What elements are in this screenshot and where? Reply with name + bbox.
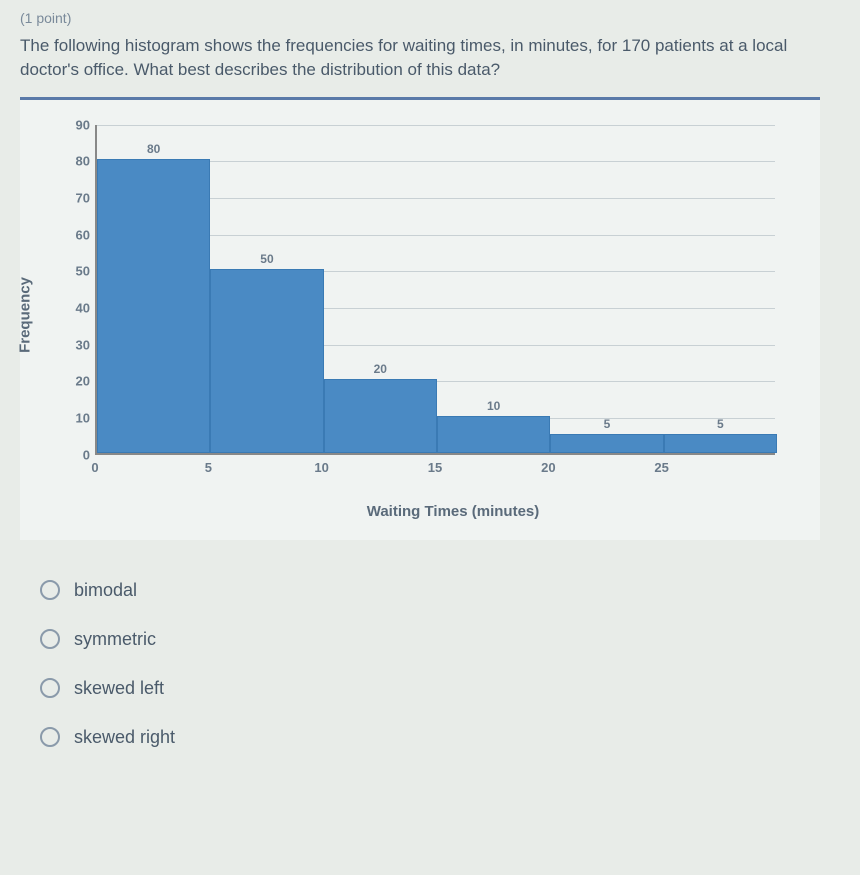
x-tick-label: 25 (654, 460, 668, 475)
option-bimodal[interactable]: bimodal (40, 580, 840, 601)
radio-icon (40, 629, 60, 649)
x-axis-label: Waiting Times (minutes) (367, 503, 540, 520)
y-tick-label: 90 (65, 117, 90, 132)
histogram-bar: 80 (97, 159, 210, 452)
y-tick-label: 50 (65, 264, 90, 279)
y-tick-label: 30 (65, 337, 90, 352)
x-tick-label: 15 (428, 460, 442, 475)
plot-area: 8050201055 (95, 125, 775, 455)
bar-value-label: 10 (487, 399, 500, 413)
histogram-bar: 50 (210, 269, 323, 452)
histogram-chart: Frequency 8050201055 0102030405060708090… (20, 97, 820, 540)
y-tick-label: 70 (65, 190, 90, 205)
option-skewed-right[interactable]: skewed right (40, 727, 840, 748)
radio-icon (40, 580, 60, 600)
radio-icon (40, 727, 60, 747)
y-tick-label: 40 (65, 300, 90, 315)
y-tick-label: 20 (65, 374, 90, 389)
bar-value-label: 80 (147, 142, 160, 156)
radio-icon (40, 678, 60, 698)
bar-value-label: 20 (374, 362, 387, 376)
option-label: skewed right (74, 727, 175, 748)
option-symmetric[interactable]: symmetric (40, 629, 840, 650)
histogram-bar: 5 (664, 434, 777, 452)
bar-value-label: 5 (604, 417, 611, 431)
answer-options: bimodal symmetric skewed left skewed rig… (20, 580, 840, 748)
y-tick-label: 60 (65, 227, 90, 242)
option-label: bimodal (74, 580, 137, 601)
y-tick-label: 80 (65, 154, 90, 169)
option-label: symmetric (74, 629, 156, 650)
question-header-fragment: (1 point) (20, 10, 840, 26)
x-tick-label: 10 (314, 460, 328, 475)
bar-value-label: 50 (260, 252, 273, 266)
x-tick-label: 20 (541, 460, 555, 475)
histogram-bar: 10 (437, 416, 550, 453)
y-axis-label: Frequency (17, 277, 34, 353)
histogram-bar: 5 (550, 434, 663, 452)
x-tick-label: 5 (205, 460, 212, 475)
option-skewed-left[interactable]: skewed left (40, 678, 840, 699)
option-label: skewed left (74, 678, 164, 699)
question-text: The following histogram shows the freque… (20, 34, 840, 82)
x-tick-label: 0 (91, 460, 98, 475)
y-tick-label: 0 (65, 447, 90, 462)
bar-value-label: 5 (717, 417, 724, 431)
histogram-bar: 20 (324, 379, 437, 452)
y-tick-label: 10 (65, 410, 90, 425)
